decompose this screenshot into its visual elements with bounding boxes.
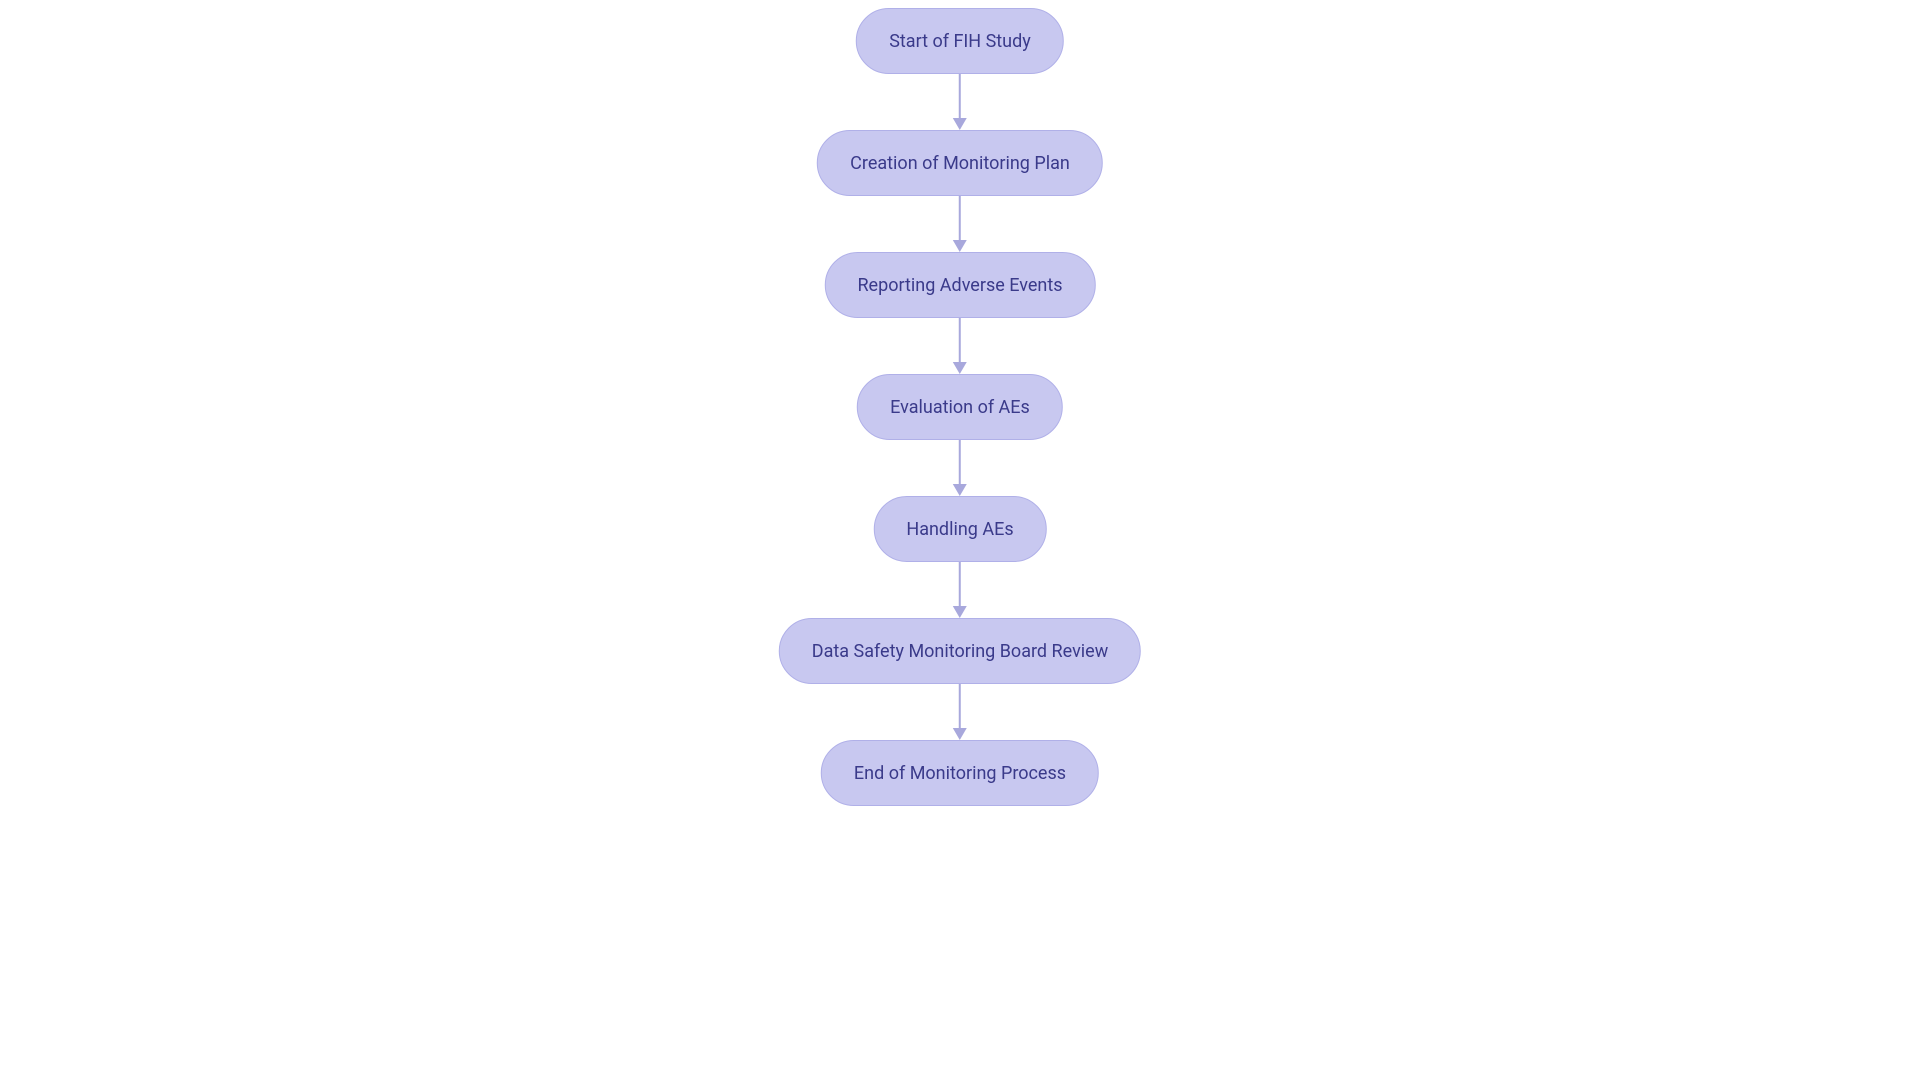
- node-evaluate: Evaluation of AEs: [857, 374, 1063, 440]
- node-report: Reporting Adverse Events: [824, 252, 1095, 318]
- connector-line: [959, 74, 961, 118]
- arrowhead-icon: [953, 728, 967, 740]
- connector-line: [959, 318, 961, 362]
- connector-plan-to-report: [953, 196, 967, 252]
- arrowhead-icon: [953, 606, 967, 618]
- connector-handle-to-dsmb: [953, 562, 967, 618]
- node-label: Creation of Monitoring Plan: [850, 153, 1070, 174]
- arrowhead-icon: [953, 240, 967, 252]
- node-label: End of Monitoring Process: [854, 763, 1066, 784]
- connector-dsmb-to-end: [953, 684, 967, 740]
- node-label: Evaluation of AEs: [890, 397, 1030, 418]
- connector-report-to-evaluate: [953, 318, 967, 374]
- connector-evaluate-to-handle: [953, 440, 967, 496]
- node-label: Handling AEs: [906, 519, 1013, 540]
- arrowhead-icon: [953, 484, 967, 496]
- connector-line: [959, 440, 961, 484]
- connector-line: [959, 684, 961, 728]
- arrowhead-icon: [953, 362, 967, 374]
- flowchart-container: Start of FIH Study Creation of Monitoring…: [779, 8, 1141, 806]
- connector-start-to-plan: [953, 74, 967, 130]
- node-label: Data Safety Monitoring Board Review: [812, 641, 1108, 662]
- node-label: Reporting Adverse Events: [857, 275, 1062, 296]
- arrowhead-icon: [953, 118, 967, 130]
- connector-line: [959, 196, 961, 240]
- node-start: Start of FIH Study: [856, 8, 1064, 74]
- connector-line: [959, 562, 961, 606]
- node-label: Start of FIH Study: [889, 31, 1031, 52]
- node-handle: Handling AEs: [873, 496, 1046, 562]
- node-dsmb: Data Safety Monitoring Board Review: [779, 618, 1141, 684]
- node-plan: Creation of Monitoring Plan: [817, 130, 1103, 196]
- node-end: End of Monitoring Process: [821, 740, 1099, 806]
